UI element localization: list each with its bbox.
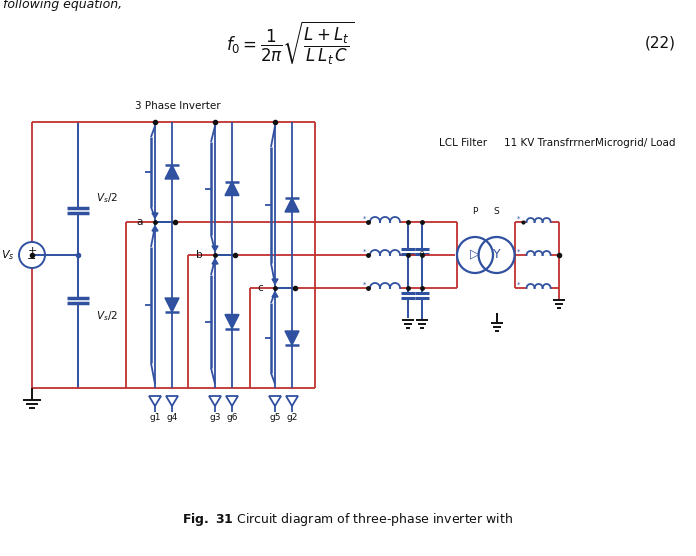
Text: following equation,: following equation, xyxy=(3,0,122,11)
Text: $f_0 = \dfrac{1}{2\pi}\sqrt{\dfrac{L + L_t}{L\,L_t\,C}}$: $f_0 = \dfrac{1}{2\pi}\sqrt{\dfrac{L + L… xyxy=(226,19,354,67)
Polygon shape xyxy=(152,226,158,231)
Polygon shape xyxy=(285,198,299,212)
Polygon shape xyxy=(225,181,239,196)
Text: o: o xyxy=(420,250,424,256)
Text: g5: g5 xyxy=(269,414,280,423)
Text: a: a xyxy=(136,217,143,227)
Polygon shape xyxy=(272,292,278,297)
Text: −: − xyxy=(27,254,37,264)
Text: g6: g6 xyxy=(226,414,238,423)
Text: *: * xyxy=(363,216,367,222)
Text: S: S xyxy=(493,207,500,216)
Polygon shape xyxy=(225,315,239,329)
Text: $V_s/2$: $V_s/2$ xyxy=(96,309,118,323)
Text: *: * xyxy=(363,282,367,288)
Text: $V_s$: $V_s$ xyxy=(1,248,14,262)
Text: +: + xyxy=(27,246,37,256)
Text: g2: g2 xyxy=(286,414,298,423)
Text: $\bf{Fig.\ 31}$ Circuit diagram of three-phase inverter with: $\bf{Fig.\ 31}$ Circuit diagram of three… xyxy=(182,512,514,529)
Text: c: c xyxy=(258,283,263,293)
Polygon shape xyxy=(212,259,218,264)
Text: $V_s/2$: $V_s/2$ xyxy=(96,191,118,205)
Text: Y: Y xyxy=(493,249,500,261)
Text: 3 Phase Inverter: 3 Phase Inverter xyxy=(135,101,221,111)
Polygon shape xyxy=(212,246,218,251)
Text: *: * xyxy=(517,216,521,222)
Text: LCL Filter: LCL Filter xyxy=(439,138,487,148)
Polygon shape xyxy=(285,331,299,345)
Text: *: * xyxy=(363,249,367,255)
Text: *: * xyxy=(517,282,521,288)
Text: 11 KV Transfrrner: 11 KV Transfrrner xyxy=(504,138,594,148)
Text: P: P xyxy=(473,207,477,216)
Polygon shape xyxy=(272,279,278,284)
Polygon shape xyxy=(152,213,158,218)
Text: g1: g1 xyxy=(149,414,161,423)
Polygon shape xyxy=(165,298,179,312)
Text: g3: g3 xyxy=(209,414,221,423)
Text: (22): (22) xyxy=(644,36,676,51)
Text: $\triangleright$: $\triangleright$ xyxy=(469,248,481,262)
Text: Microgrid/ Load: Microgrid/ Load xyxy=(595,138,675,148)
Text: b: b xyxy=(196,250,203,260)
Polygon shape xyxy=(165,165,179,179)
Text: g4: g4 xyxy=(166,414,177,423)
Text: *: * xyxy=(517,249,521,255)
